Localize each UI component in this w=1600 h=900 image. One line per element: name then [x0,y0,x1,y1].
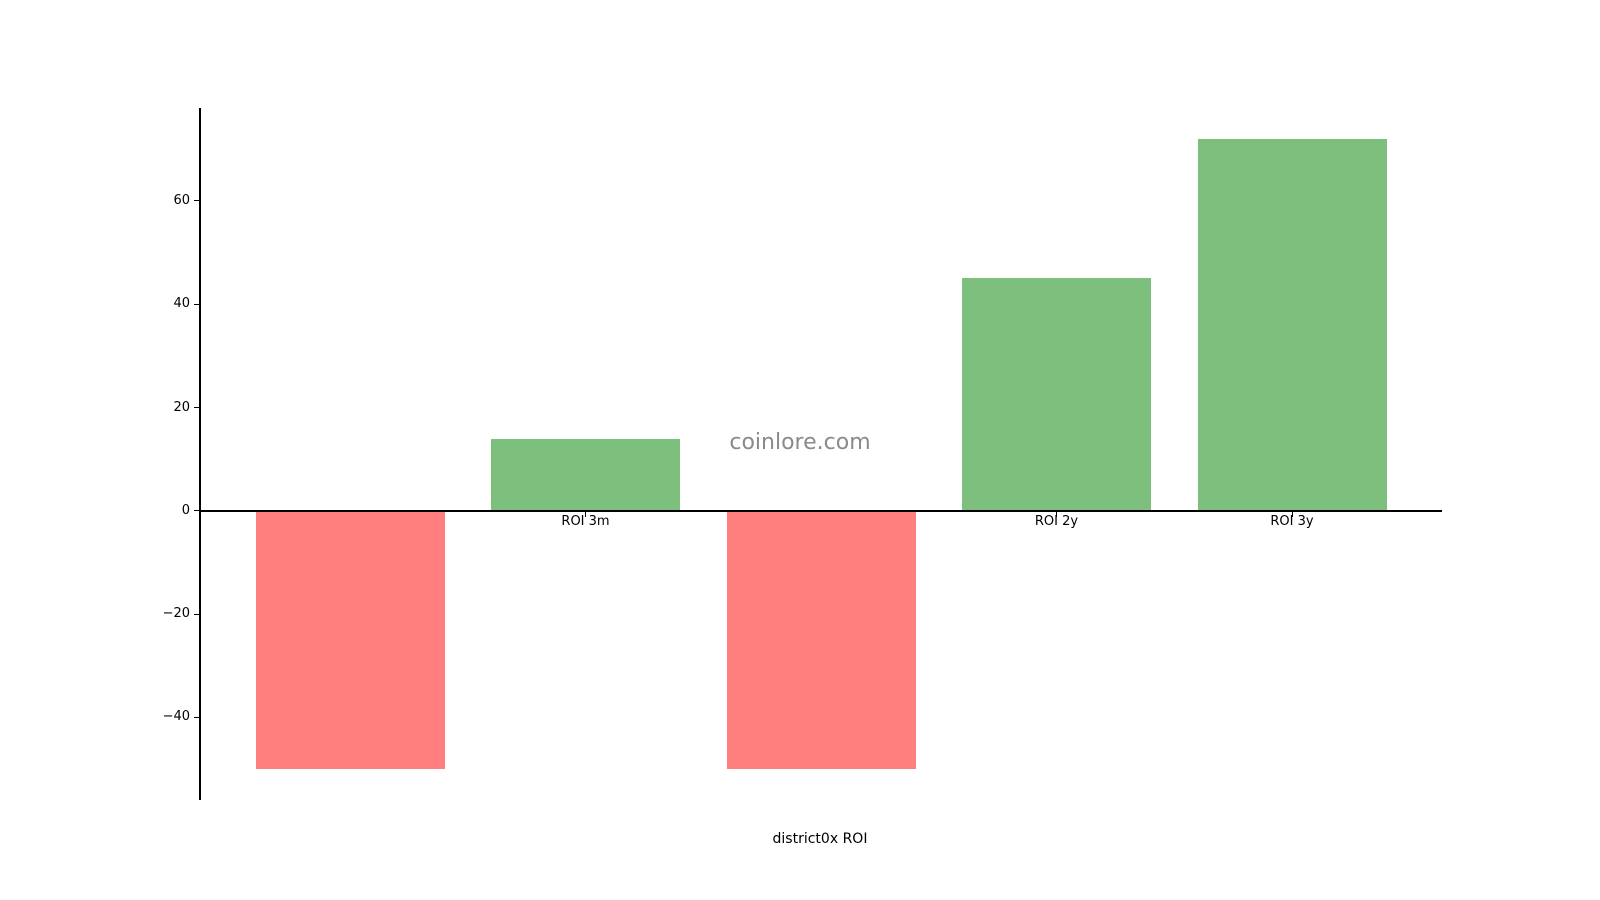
y-axis-spine [199,108,201,800]
y-tick-label: 0 [181,502,190,518]
bar-0 [255,510,445,769]
y-tick [194,407,200,409]
bar-3 [962,278,1151,511]
x-tick-label: ROI 2y [1034,513,1079,529]
x-axis-zero-line [200,510,1442,512]
x-tick [1056,510,1057,517]
bar-1 [491,438,680,511]
y-tick-label: 40 [173,296,190,312]
x-tick [1291,510,1293,517]
y-tick-label: 60 [173,192,190,208]
x-tick-label: ROI 3m [561,513,610,529]
y-tick [194,510,200,512]
y-tick-label: −20 [162,606,190,622]
y-tick [194,716,200,718]
chart-title: district0x ROI [772,831,868,847]
watermark: coinlore.com [729,430,871,455]
bar-2 [726,510,916,769]
x-tick [585,510,586,517]
x-tick-label: ROI 3y [1270,513,1314,529]
y-tick-label: −40 [162,709,190,725]
y-tick [194,303,200,305]
y-tick-label: 20 [173,399,190,415]
y-tick [194,200,200,202]
bar-4 [1197,138,1387,511]
y-tick [194,613,200,615]
